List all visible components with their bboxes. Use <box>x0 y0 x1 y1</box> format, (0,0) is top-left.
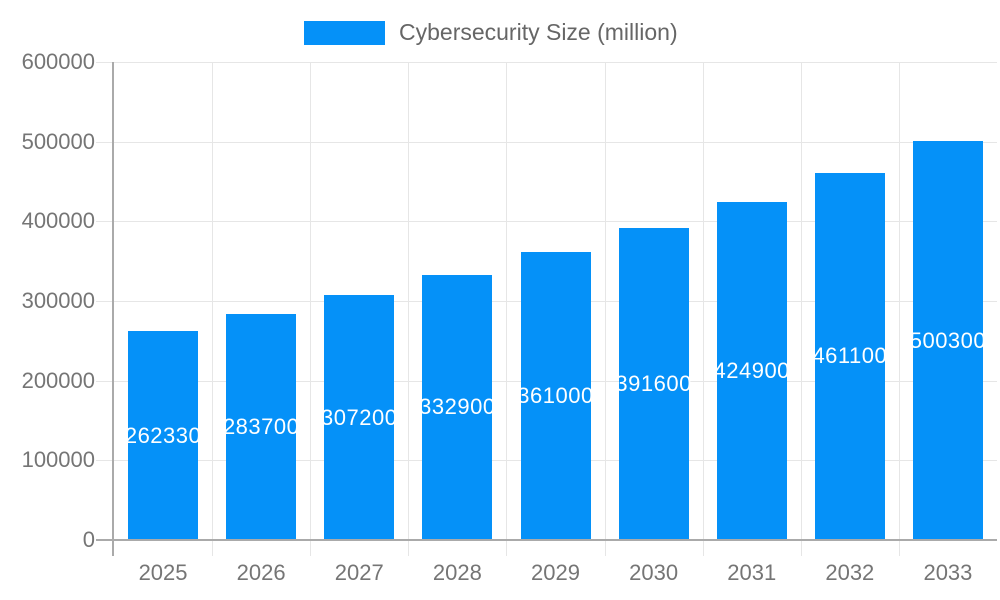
y-tick-label: 500000 <box>21 128 95 154</box>
y-tick-label: 0 <box>82 527 95 552</box>
x-tick-label: 2031 <box>727 560 777 585</box>
bar <box>226 314 297 540</box>
bar-value-label: 283700 <box>222 413 300 439</box>
x-tick-label: 2029 <box>531 560 580 585</box>
gridline-v <box>702 62 704 556</box>
bar-value-label: 332900 <box>419 394 496 420</box>
bar <box>128 331 199 540</box>
gridline-v <box>800 62 802 556</box>
bar-value-label: 361000 <box>517 383 594 409</box>
gridline-v <box>408 62 410 556</box>
x-axis-labels: 2025 2026 2027 2028 2029 2030 2031 2032 2033 <box>114 560 997 590</box>
gridline-v <box>310 62 312 556</box>
bar <box>618 228 689 540</box>
bar <box>324 295 395 540</box>
gridline-h <box>96 221 997 223</box>
bar-value-label: 307200 <box>321 404 398 430</box>
bar <box>814 172 885 540</box>
x-tick-label: 2028 <box>432 560 482 585</box>
x-tick-label: 2033 <box>923 560 973 585</box>
x-tick-label: 2032 <box>825 560 875 585</box>
legend-swatch-icon <box>304 20 385 45</box>
bar <box>716 201 787 540</box>
bar <box>422 274 493 540</box>
bar-value-label: 424900 <box>713 357 790 383</box>
gridline-v <box>506 62 508 556</box>
y-tick-label: 100000 <box>21 447 95 473</box>
y-tick-label: 600000 <box>21 49 95 74</box>
y-tick-label: 400000 <box>21 208 95 234</box>
legend: Cybersecurity Size (million) <box>304 19 678 46</box>
gridline-h <box>96 141 997 143</box>
y-tick-label: 300000 <box>21 288 95 313</box>
x-tick-label: 2027 <box>334 560 384 585</box>
y-axis-labels: 0 100000 200000 300000 400000 500000 600000 <box>0 49 95 552</box>
bar <box>912 141 983 540</box>
x-tick-label: 2026 <box>236 560 286 585</box>
x-tick-label: 2025 <box>138 560 188 585</box>
gridline-h <box>96 62 997 63</box>
bar-value-label: 500300 <box>909 327 987 353</box>
legend-label: Cybersecurity Size (million) <box>399 19 678 45</box>
gridline-v <box>604 62 606 556</box>
y-axis-line <box>112 62 114 556</box>
gridline-v <box>212 62 214 556</box>
x-tick-label: 2030 <box>629 560 679 585</box>
plot-area: 262330 283700 307200 332900 361000 391600 4249… <box>96 62 997 556</box>
y-tick-label: 200000 <box>21 367 95 393</box>
x-axis-baseline <box>96 539 997 541</box>
bar <box>520 252 591 540</box>
bar-value-label: 391600 <box>615 371 692 396</box>
bar-value-label: 461100 <box>812 343 888 369</box>
gridline-v <box>898 62 900 556</box>
bar-value-label: 262330 <box>124 422 202 448</box>
